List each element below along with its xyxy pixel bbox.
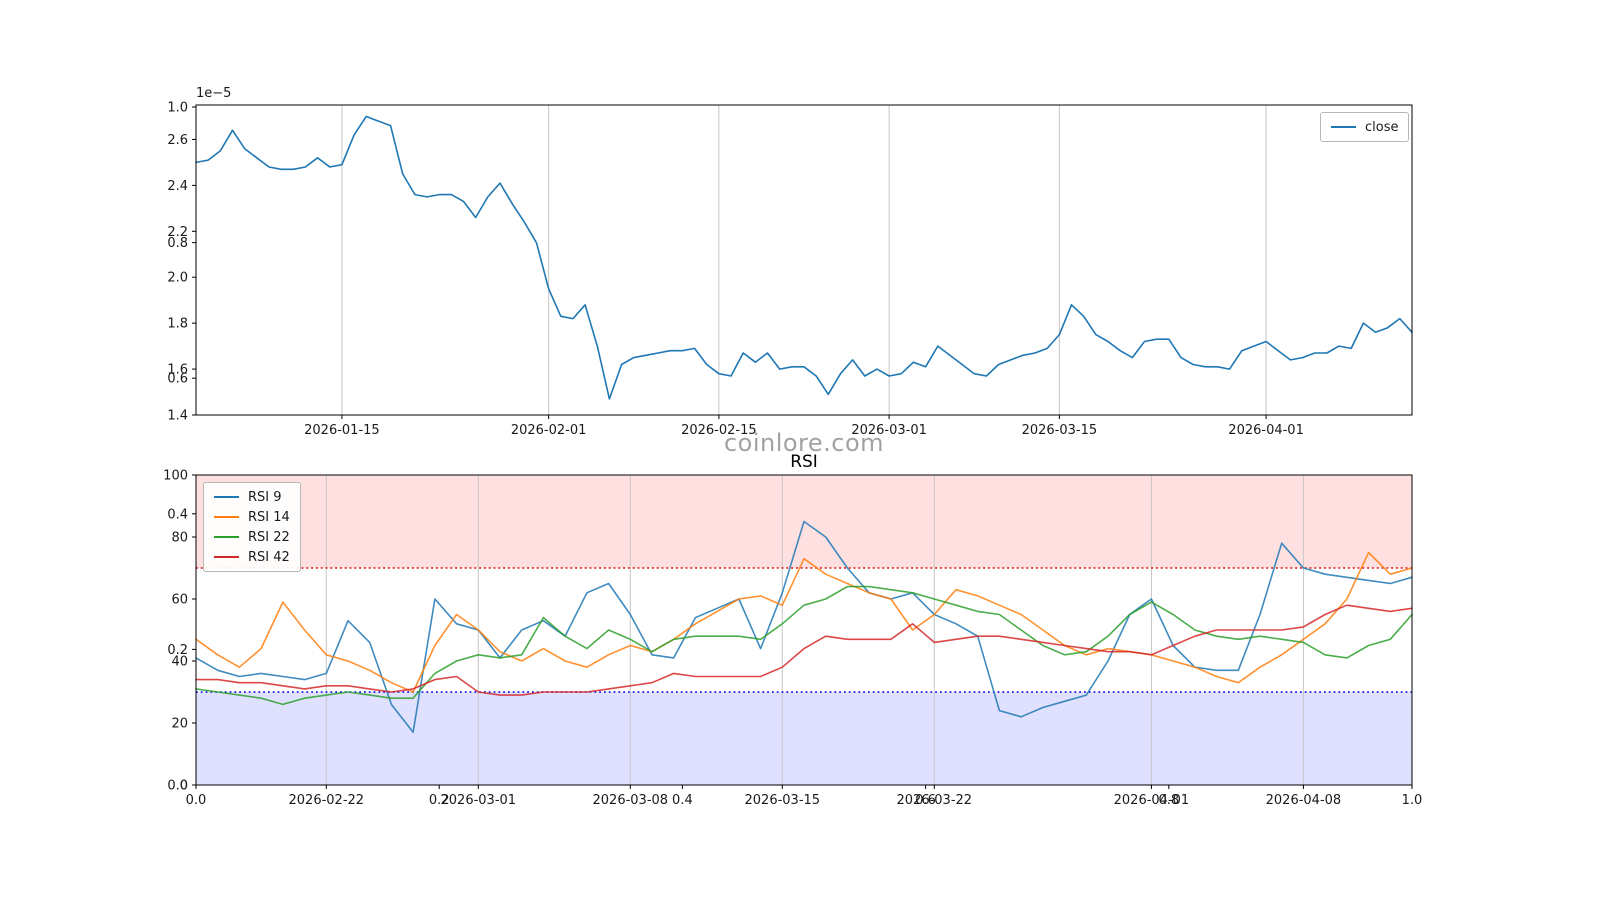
- axis-label: 2026-03-15: [745, 793, 821, 808]
- axis-label: 0.8: [167, 236, 188, 251]
- axis-label: 2026-02-15: [681, 423, 757, 438]
- axis-label: 2026-03-22: [897, 793, 973, 808]
- axes-frame: [195, 474, 1413, 786]
- axis-label: 2.6: [167, 133, 188, 148]
- legend-item-rsi14: RSI 14: [214, 507, 290, 527]
- axis-label: 2026-01-15: [304, 423, 380, 438]
- axis-label: 1.8: [167, 317, 188, 332]
- axis-label: 2026-04-08: [1266, 793, 1342, 808]
- legend-label-rsi14: RSI 14: [248, 509, 290, 525]
- axis-label: 40: [171, 655, 188, 670]
- legend-label-rsi42: RSI 42: [248, 549, 290, 565]
- price-legend: close: [1320, 112, 1410, 142]
- axis-label: 0.2: [167, 643, 188, 658]
- axis-label: 2026-02-22: [289, 793, 365, 808]
- axis-label: 60: [171, 593, 188, 608]
- ghost-axis: 0.0 0.2 0.4 0.6 0.8 1.0 0.0 0.2 0.4 0.6 0.8 1.0: [167, 101, 1422, 809]
- axis-label: 0.6: [915, 793, 936, 808]
- axis-label: 1.4: [167, 409, 188, 424]
- axis-label: 20: [171, 717, 188, 732]
- oversold-band: [196, 692, 1412, 785]
- rsi-chart: 2026-02-22 2026-03-01 2026-03-08 2026-03-15…: [163, 469, 1413, 808]
- legend-label-rsi22: RSI 22: [248, 529, 290, 545]
- axis-label: 2.2: [167, 225, 188, 240]
- close-line: [195, 115, 1413, 400]
- rsi9-line-swatch: [214, 496, 239, 498]
- axis-label: 0.0: [167, 779, 188, 794]
- legend-item-rsi22: RSI 22: [214, 527, 290, 547]
- axis-label: 2.0: [167, 271, 188, 286]
- legend-label-close: close: [1365, 119, 1399, 135]
- axis-label: 0.4: [672, 793, 693, 808]
- axis-label: 0.8: [1158, 793, 1179, 808]
- rsi-chart-title: RSI: [790, 452, 818, 472]
- watermark-text: coinlore.com: [723, 429, 885, 457]
- price-chart: 2026-01-15 2026-02-01 2026-02-15 2026-03-01…: [167, 86, 1413, 438]
- rsi-legend: RSI 9 RSI 14 RSI 22 RSI 42: [203, 482, 301, 572]
- rsi22-line-swatch: [214, 536, 239, 538]
- axis-label: 1.0: [1402, 793, 1423, 808]
- axes-frame: [195, 104, 1413, 416]
- legend-item-rsi9: RSI 9: [214, 487, 290, 507]
- axis-label: 2026-02-01: [511, 423, 587, 438]
- rsi42-line-swatch: [214, 556, 239, 558]
- axis-label: 100: [163, 469, 188, 484]
- axis-label: 0: [180, 779, 188, 794]
- axis-label: 1.0: [167, 101, 188, 116]
- rsi9-line: [195, 520, 1413, 734]
- axis-label: 0.4: [167, 507, 188, 522]
- axis-label: 2.4: [167, 179, 188, 194]
- axis-label: 0.6: [167, 372, 188, 387]
- rsi42-line: [195, 604, 1413, 696]
- close-line-swatch: [1331, 126, 1356, 128]
- axis-label: 2026-04-01: [1228, 423, 1304, 438]
- legend-item-close: close: [1331, 117, 1398, 137]
- axis-label: 80: [171, 531, 188, 546]
- axis-label: 2026-03-01: [851, 423, 927, 438]
- legend-item-rsi42: RSI 42: [214, 547, 290, 567]
- rsi14-line: [195, 551, 1413, 693]
- legend-label-rsi9: RSI 9: [248, 489, 282, 505]
- axis-label: 1.6: [167, 363, 188, 378]
- axis-label: 1e−5: [196, 86, 231, 101]
- axis-label: 2026-03-01: [441, 793, 517, 808]
- rsi22-line: [195, 585, 1413, 706]
- rsi14-line-swatch: [214, 516, 239, 518]
- axis-label: 2026-03-15: [1022, 423, 1098, 438]
- axis-label: 2026-04-01: [1114, 793, 1190, 808]
- axis-label: 0.2: [429, 793, 450, 808]
- axis-label: 0.0: [186, 793, 207, 808]
- axis-label: 2026-03-08: [593, 793, 669, 808]
